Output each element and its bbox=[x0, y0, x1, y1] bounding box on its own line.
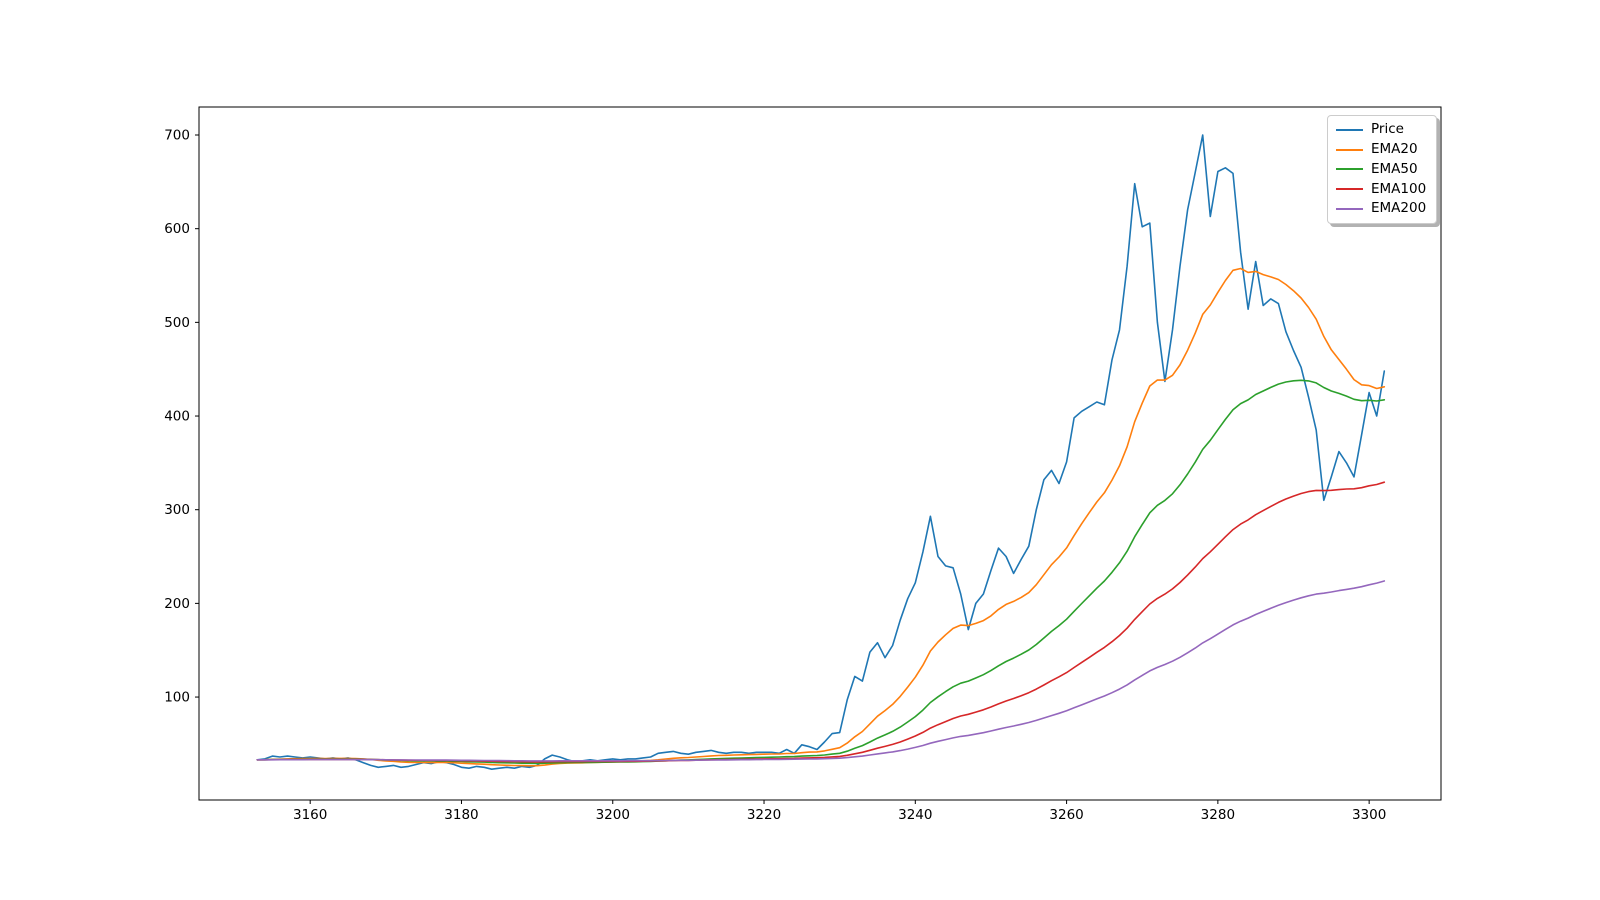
x-axis-tick-label: 3160 bbox=[293, 807, 327, 823]
x-axis-tick-label: 3200 bbox=[596, 807, 630, 823]
x-axis-tick-label: 3220 bbox=[747, 807, 781, 823]
x-axis-tick-label: 3300 bbox=[1352, 807, 1386, 823]
x-axis-tick-label: 3180 bbox=[444, 807, 478, 823]
ema20-line bbox=[256, 267, 1386, 767]
legend-label-ema20: EMA20 bbox=[1371, 140, 1418, 157]
y-axis-tick-label: 100 bbox=[164, 690, 190, 706]
y-axis-tick-label: 500 bbox=[164, 315, 190, 331]
x-axis-tick-label: 3260 bbox=[1049, 807, 1083, 823]
ema100-line-swatch bbox=[1336, 188, 1363, 191]
x-axis-tick-label: 3240 bbox=[898, 807, 932, 823]
y-axis-tick-label: 400 bbox=[164, 409, 190, 425]
legend-entry-price: Price bbox=[1336, 120, 1428, 140]
y-axis-tick-label: 300 bbox=[164, 502, 190, 518]
price-line-swatch bbox=[1336, 128, 1363, 131]
legend: Price EMA20 EMA50 EMA100 EMA200 bbox=[1327, 115, 1437, 224]
ema50-line-swatch bbox=[1336, 168, 1363, 171]
axes-spines bbox=[198, 106, 1442, 801]
legend-label-price: Price bbox=[1371, 121, 1404, 138]
legend-label-ema200: EMA200 bbox=[1371, 200, 1427, 217]
legend-entry-ema200: EMA200 bbox=[1336, 199, 1428, 219]
legend-entry-ema100: EMA100 bbox=[1336, 179, 1428, 199]
y-axis-tick-label: 600 bbox=[164, 221, 190, 237]
y-axis-tick-label: 200 bbox=[164, 596, 190, 612]
legend-label-ema50: EMA50 bbox=[1371, 160, 1418, 177]
legend-label-ema100: EMA100 bbox=[1371, 180, 1427, 197]
legend-entry-ema50: EMA50 bbox=[1336, 160, 1428, 180]
ema20-line-swatch bbox=[1336, 148, 1363, 151]
x-axis-tick-label: 3280 bbox=[1201, 807, 1235, 823]
y-axis-tick-label: 700 bbox=[164, 128, 190, 144]
ema200-line bbox=[256, 580, 1386, 762]
ema200-line-swatch bbox=[1336, 208, 1363, 211]
legend-entry-ema20: EMA20 bbox=[1336, 140, 1428, 160]
